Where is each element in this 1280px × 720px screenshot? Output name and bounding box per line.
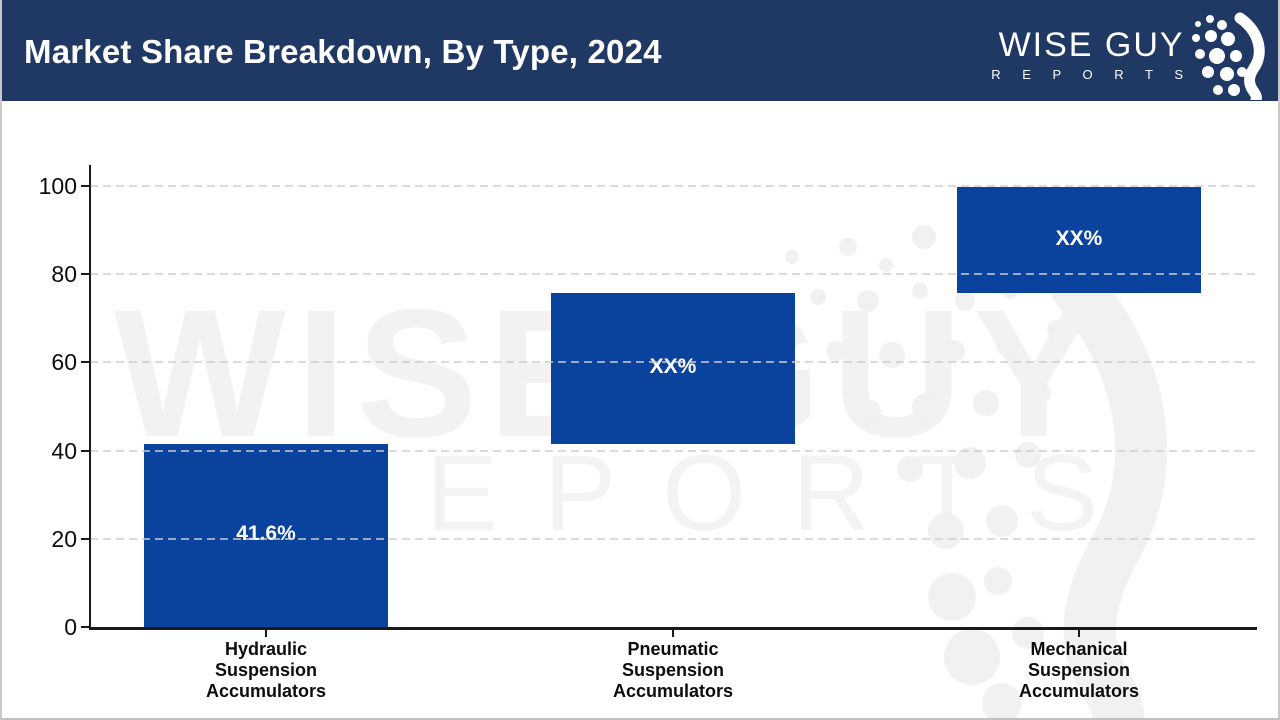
bar-value-label: XX% [1055, 226, 1103, 250]
x-category-label: Hydraulic Suspension Accumulators [205, 639, 327, 701]
grid-line [90, 361, 1256, 364]
y-axis-tick [81, 449, 90, 452]
y-tick-label: 60 [51, 349, 77, 376]
y-axis-tick [81, 185, 90, 187]
x-category-label: Mechanical Suspension Accumulators [1018, 639, 1140, 701]
chart-title: Market Share Breakdown, By Type, 2024 [24, 33, 662, 70]
brand-face-icon [1192, 12, 1265, 100]
y-tick-label: 20 [51, 525, 77, 552]
brand-logo-text: WISE GUY R E P O R T S [991, 26, 1192, 82]
brand-subname: R E P O R T S [991, 67, 1192, 82]
y-axis-tick [81, 626, 90, 628]
y-axis-line [89, 165, 91, 629]
bar-value-label: 41.6% [236, 522, 296, 546]
bar-segment [551, 292, 795, 444]
grid-line [90, 449, 1256, 452]
y-axis-tick [81, 537, 90, 540]
bar-segment [144, 443, 388, 627]
grid-line [90, 185, 1256, 187]
brand-name: WISE GUY [998, 26, 1185, 64]
y-tick-label: 40 [51, 437, 77, 464]
bar-value-label: XX% [649, 355, 697, 379]
y-axis-tick [81, 273, 90, 276]
brand-logo: WISE GUY R E P O R T S [991, 8, 1270, 100]
y-tick-label: 80 [51, 261, 77, 288]
y-axis-tick [81, 361, 90, 364]
y-tick-label: 0 [64, 614, 77, 640]
x-axis-line [89, 627, 1257, 630]
x-axis-tick [1078, 630, 1080, 637]
x-axis-tick [672, 630, 674, 637]
grid-line [90, 537, 1256, 540]
y-tick-label: 100 [38, 173, 77, 199]
x-axis-tick [265, 630, 267, 637]
x-category-label: Pneumatic Suspension Accumulators [612, 639, 734, 701]
grid-line [90, 273, 1256, 276]
header-band: Market Share Breakdown, By Type, 2024 WI… [2, 0, 1278, 101]
